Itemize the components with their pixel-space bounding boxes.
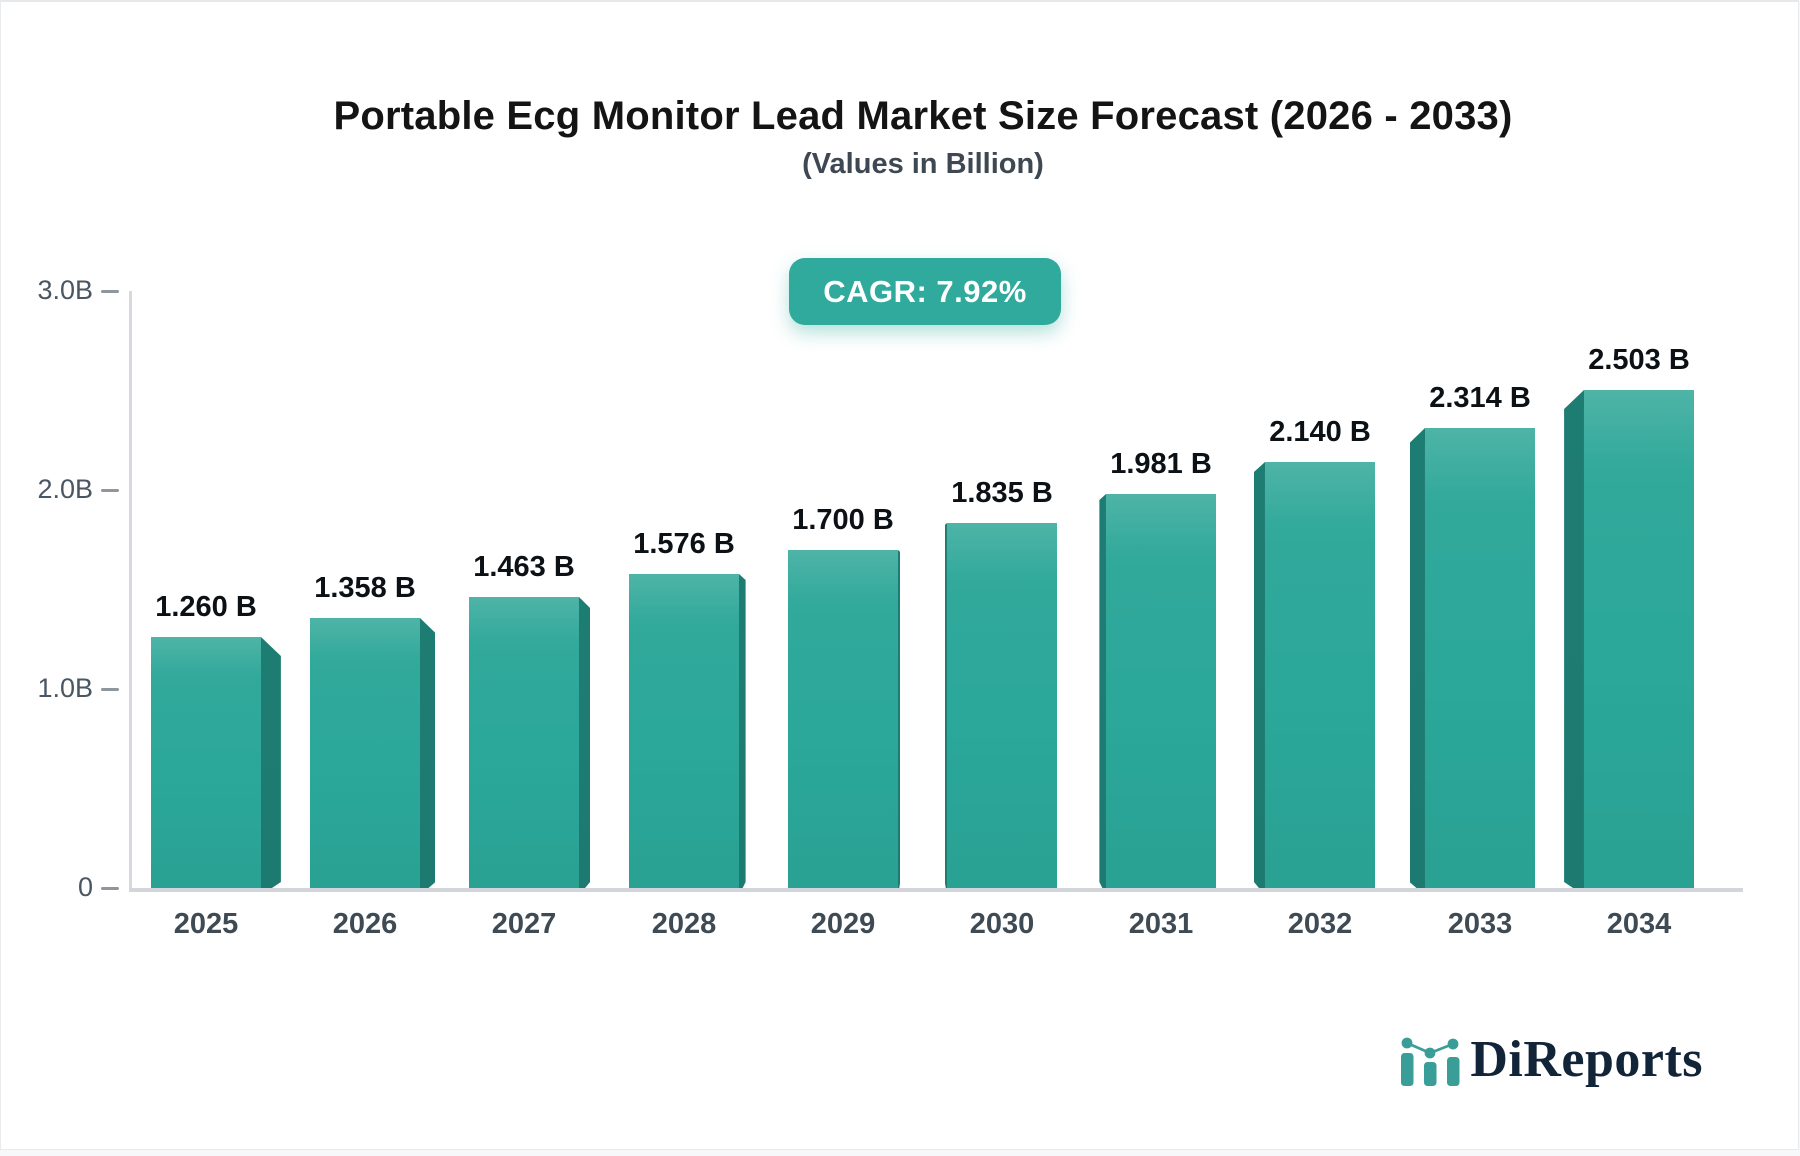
bar-side-2034 — [1564, 390, 1584, 888]
bar-2031[interactable] — [1106, 494, 1216, 888]
chart-subtitle: (Values in Billion) — [802, 148, 1044, 180]
bar-side-2027 — [579, 597, 590, 888]
chart-title: Portable Ecg Monitor Lead Market Size Fo… — [333, 94, 1513, 138]
x-axis-label-2029: 2029 — [810, 908, 876, 940]
y-axis-tick-mark — [101, 290, 119, 293]
bar-side-2028 — [739, 574, 746, 888]
bar-value-label-2026: 1.358 B — [314, 572, 416, 604]
bar-side-2032 — [1254, 462, 1265, 888]
y-axis-tick-mark — [101, 489, 119, 492]
y-axis-line — [129, 291, 132, 888]
bar-2025[interactable] — [151, 637, 261, 888]
x-axis-label-2027: 2027 — [491, 908, 557, 940]
bar-2028[interactable] — [629, 574, 739, 888]
x-axis-label-2034: 2034 — [1606, 908, 1672, 940]
bar-side-2029 — [898, 550, 900, 888]
x-axis-baseline — [129, 888, 1743, 892]
direports-logo: DiReports — [1399, 1034, 1703, 1086]
x-axis-label-2028: 2028 — [651, 908, 717, 940]
bar-value-label-2028: 1.576 B — [633, 528, 735, 560]
y-axis-tick-label: 2.0B — [37, 474, 93, 504]
bar-value-label-2031: 1.981 B — [1110, 448, 1212, 480]
bar-value-label-2025: 1.260 B — [155, 591, 257, 623]
bar-2033[interactable] — [1425, 428, 1535, 888]
bar-2030[interactable] — [947, 523, 1057, 888]
bar-value-label-2033: 2.314 B — [1429, 382, 1531, 414]
cagr-badge: CAGR: 7.92% — [789, 258, 1061, 325]
y-axis-tick-label: 3.0B — [37, 275, 93, 305]
bar-value-label-2029: 1.700 B — [792, 504, 894, 536]
bar-side-2026 — [420, 618, 435, 888]
direports-logo-icon — [1401, 1037, 1460, 1086]
bar-2029[interactable] — [788, 550, 898, 888]
y-axis-tick-label: 0 — [77, 872, 93, 902]
x-axis-label-2033: 2033 — [1447, 908, 1513, 940]
direports-logo-text: DiReports — [1470, 1031, 1703, 1088]
bar-value-label-2032: 2.140 B — [1269, 416, 1371, 448]
x-axis-label-2030: 2030 — [969, 908, 1035, 940]
bar-side-2030 — [945, 523, 947, 888]
bar-2032[interactable] — [1265, 462, 1375, 888]
cagr-badge-label: CAGR: 7.92% — [823, 273, 1027, 309]
y-axis-tick-mark — [101, 887, 119, 890]
x-axis-label-2026: 2026 — [332, 908, 398, 940]
bar-2034[interactable] — [1584, 390, 1694, 888]
x-axis-label-2032: 2032 — [1287, 908, 1353, 940]
bar-2027[interactable] — [469, 597, 579, 888]
bar-value-label-2030: 1.835 B — [951, 477, 1053, 509]
bar-value-label-2027: 1.463 B — [473, 551, 575, 583]
bar-2026[interactable] — [310, 618, 420, 888]
bar-side-2033 — [1410, 428, 1425, 888]
x-axis-label-2025: 2025 — [173, 908, 239, 940]
y-axis-tick-mark — [101, 688, 119, 691]
y-axis-tick-label: 1.0B — [37, 673, 93, 703]
x-axis-label-2031: 2031 — [1128, 908, 1194, 940]
bar-value-label-2034: 2.503 B — [1588, 344, 1690, 376]
bar-side-2025 — [261, 637, 281, 888]
bar-side-2031 — [1099, 494, 1106, 888]
